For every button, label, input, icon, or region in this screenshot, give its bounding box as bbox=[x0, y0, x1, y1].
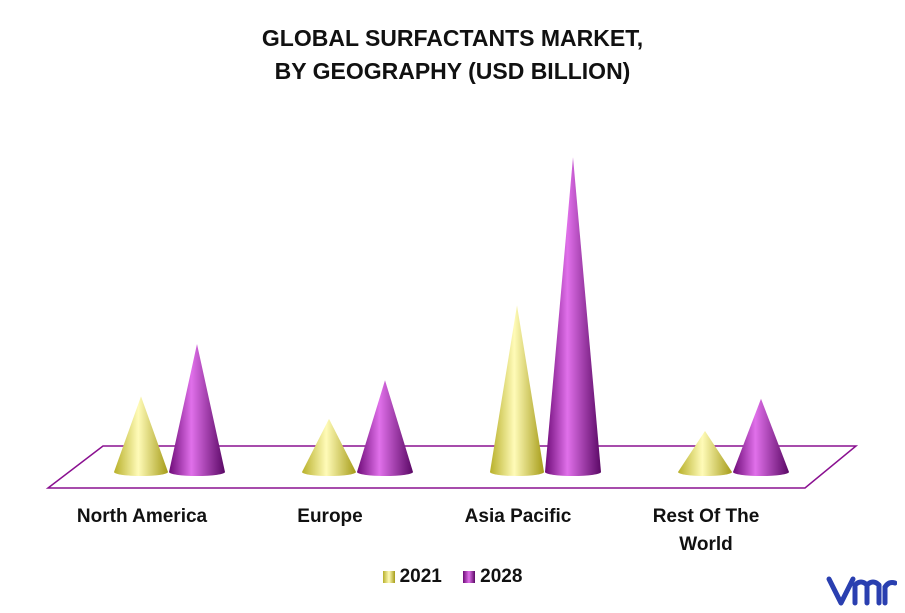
category-label-asia-pacific: Asia Pacific bbox=[464, 506, 572, 527]
legend-swatch-2021 bbox=[382, 571, 395, 583]
cone-2021-0 bbox=[114, 396, 168, 476]
cone-2028-0 bbox=[169, 344, 225, 476]
cone-2028-1 bbox=[357, 380, 413, 476]
chart-floor bbox=[45, 445, 859, 489]
vmr-logo-icon bbox=[826, 576, 897, 606]
category-label-rest-line-2: World bbox=[679, 534, 733, 555]
cone-2028-2 bbox=[545, 157, 601, 476]
legend-item-2021: 2021 bbox=[382, 566, 442, 588]
category-label-rest-line-1: Rest Of The bbox=[652, 506, 760, 527]
legend-label-2028: 2028 bbox=[480, 566, 523, 587]
category-label-rest-of-world: Rest Of The World bbox=[621, 503, 791, 559]
legend-label-2021: 2021 bbox=[399, 566, 442, 587]
category-label-north-america: North America bbox=[76, 506, 208, 527]
cone-2028-3 bbox=[733, 398, 789, 476]
chart-title: GLOBAL SURFACTANTS MARKET, BY GEOGRAPHY … bbox=[0, 22, 905, 88]
legend-item-2028: 2028 bbox=[463, 566, 522, 588]
legend-swatch-2028 bbox=[463, 571, 476, 583]
cone-2021-1 bbox=[302, 418, 356, 476]
cone-2021-3 bbox=[678, 430, 732, 476]
chart-cones bbox=[114, 157, 789, 476]
chart-title-line-1: GLOBAL SURFACTANTS MARKET, bbox=[261, 25, 644, 51]
category-label-europe: Europe bbox=[297, 506, 363, 527]
cone-2021-2 bbox=[490, 305, 544, 476]
chart-legend: 2021 2028 bbox=[0, 566, 905, 588]
chart-title-line-2: BY GEOGRAPHY (USD BILLION) bbox=[274, 58, 631, 84]
